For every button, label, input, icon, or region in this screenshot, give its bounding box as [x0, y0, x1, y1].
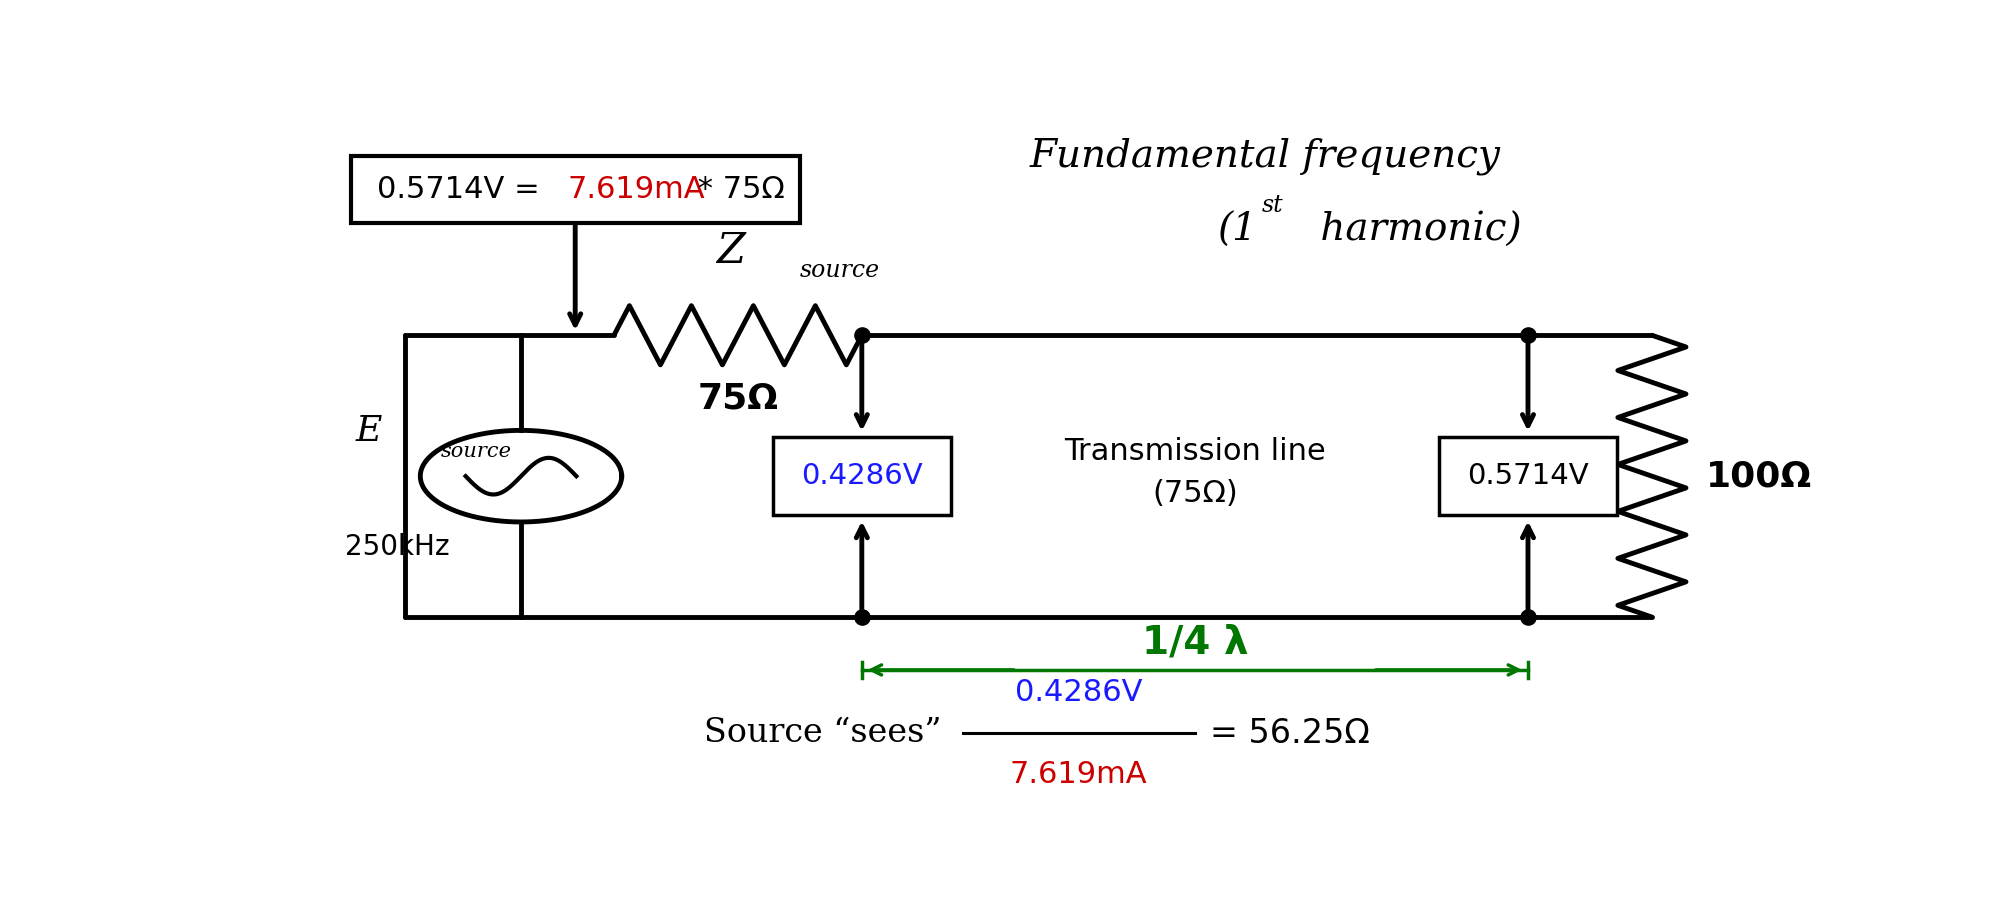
Text: 0.4286V: 0.4286V — [801, 462, 923, 490]
Point — [1510, 328, 1542, 342]
Text: 75Ω: 75Ω — [697, 381, 777, 415]
Text: (75Ω): (75Ω) — [1151, 479, 1237, 508]
Text: 7.619mA: 7.619mA — [1009, 760, 1147, 789]
Text: Transmission line: Transmission line — [1063, 437, 1325, 466]
Text: source: source — [799, 260, 879, 283]
Text: 1/4 λ: 1/4 λ — [1141, 623, 1247, 662]
FancyBboxPatch shape — [350, 156, 799, 222]
Text: 0.5714V =: 0.5714V = — [378, 175, 549, 203]
Point — [845, 328, 877, 342]
Text: st: st — [1261, 194, 1283, 218]
Text: 7.619mA: 7.619mA — [567, 175, 705, 203]
Text: 100Ω: 100Ω — [1706, 459, 1812, 493]
Text: (1: (1 — [1217, 212, 1257, 249]
FancyBboxPatch shape — [1439, 437, 1616, 515]
Text: 0.4286V: 0.4286V — [1015, 677, 1143, 706]
Text: Source “sees”: Source “sees” — [703, 717, 941, 749]
Text: source: source — [440, 442, 511, 460]
Text: = 56.25Ω: = 56.25Ω — [1211, 716, 1369, 749]
Point — [845, 609, 877, 624]
Text: Fundamental frequency: Fundamental frequency — [1029, 138, 1498, 176]
Text: * 75Ω: * 75Ω — [687, 175, 785, 203]
Text: harmonic): harmonic) — [1307, 212, 1520, 249]
Text: Z: Z — [715, 230, 743, 272]
FancyBboxPatch shape — [773, 437, 951, 515]
Text: 250kHz: 250kHz — [344, 533, 450, 561]
Point — [1510, 609, 1542, 624]
Text: E: E — [356, 414, 382, 448]
Text: 0.5714V: 0.5714V — [1467, 462, 1588, 490]
